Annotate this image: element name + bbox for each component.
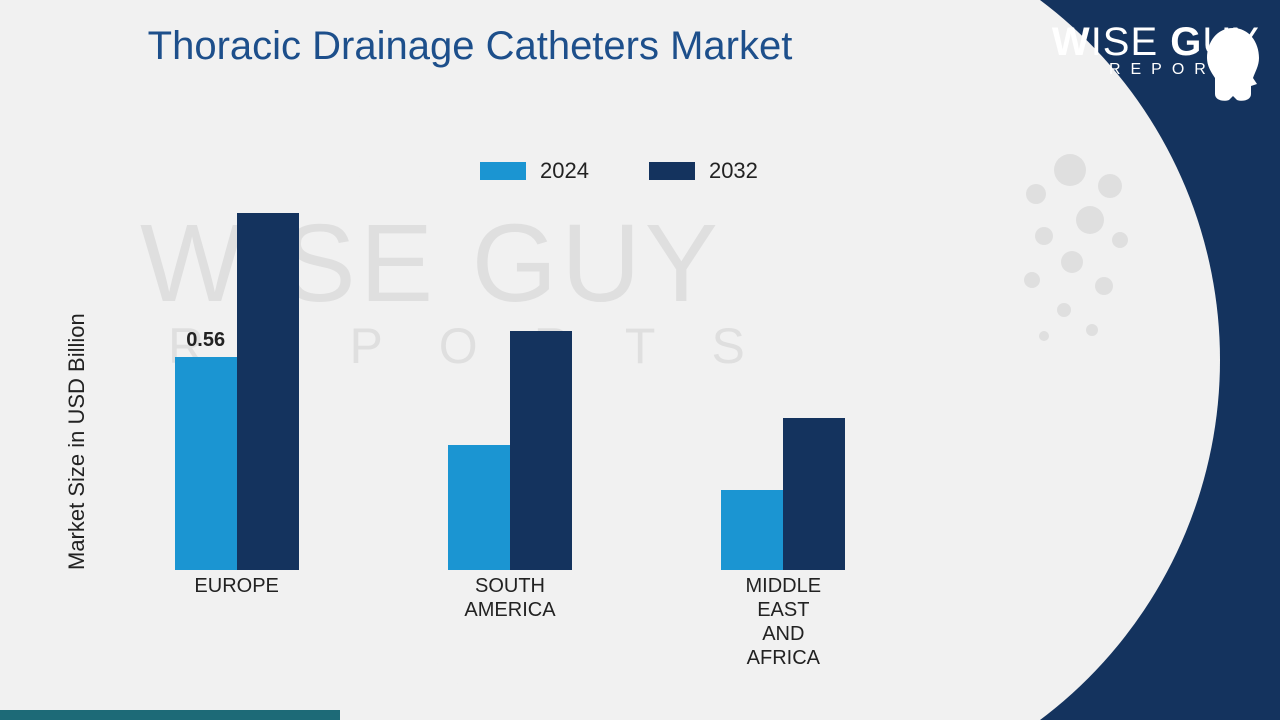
bar xyxy=(510,331,572,570)
x-axis-labels: EUROPE SOUTH AMERICA MIDDLE EAST AND AFRIC… xyxy=(100,574,920,670)
legend-swatch xyxy=(649,162,695,180)
legend-swatch xyxy=(480,162,526,180)
bar xyxy=(721,490,783,570)
bar xyxy=(237,213,299,570)
chart-canvas: WISE GUY REPORTS WISE GUY REPORTS Thorac… xyxy=(0,0,1280,720)
footer-accent-bar xyxy=(0,710,340,720)
y-axis-label: Market Size in USD Billion xyxy=(64,313,90,570)
bar-wrapper xyxy=(783,418,845,570)
bar-group xyxy=(448,331,572,570)
bar xyxy=(783,418,845,570)
chart-title: Thoracic Drainage Catheters Market xyxy=(60,24,880,69)
bar xyxy=(448,445,510,570)
bar-wrapper xyxy=(448,445,510,570)
x-axis-label: MIDDLE EAST AND AFRICA xyxy=(703,574,863,670)
plot-area: 0.56 xyxy=(100,190,920,570)
bar-wrapper xyxy=(721,490,783,570)
brand-logo: WISE GUY REPORTS xyxy=(990,20,1260,79)
head-silhouette-icon xyxy=(1202,26,1264,104)
bar-group xyxy=(721,418,845,570)
bar-group: 0.56 xyxy=(175,213,299,570)
legend-label: 2024 xyxy=(540,158,589,184)
bar-value-label: 0.56 xyxy=(175,329,237,352)
bar-wrapper xyxy=(510,331,572,570)
legend-label: 2032 xyxy=(709,158,758,184)
bar-wrapper: 0.56 xyxy=(175,357,237,570)
x-axis-label: EUROPE xyxy=(157,574,317,670)
bar xyxy=(175,357,237,570)
legend-item: 2024 xyxy=(480,158,589,184)
bar-wrapper xyxy=(237,213,299,570)
bar-groups: 0.56 xyxy=(100,190,920,570)
legend-item: 2032 xyxy=(649,158,758,184)
legend: 2024 2032 xyxy=(480,158,758,184)
x-axis-label: SOUTH AMERICA xyxy=(430,574,590,670)
